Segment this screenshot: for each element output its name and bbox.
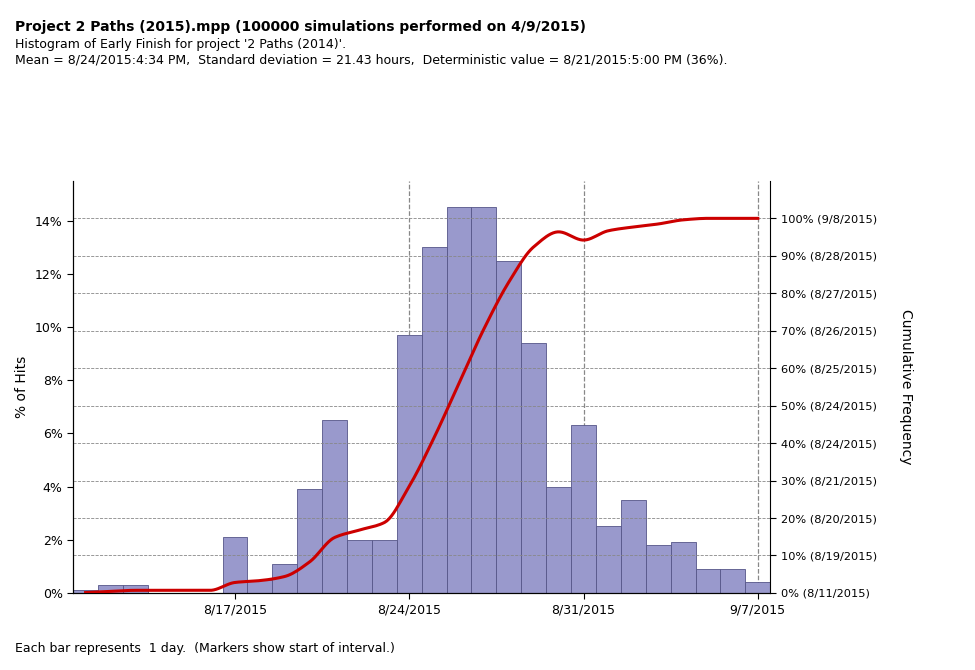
- Bar: [546, 486, 571, 593]
- Text: Each bar represents  1 day.  (Markers show start of interval.): Each bar represents 1 day. (Markers show…: [15, 643, 395, 655]
- Y-axis label: % of Hits: % of Hits: [16, 356, 29, 418]
- Text: Histogram of Early Finish for project '2 Paths (2014)'.: Histogram of Early Finish for project '2…: [15, 38, 346, 50]
- Bar: [421, 247, 447, 593]
- Bar: [695, 569, 721, 593]
- Bar: [645, 545, 671, 593]
- Y-axis label: Cumulative Frequency: Cumulative Frequency: [899, 309, 913, 465]
- Bar: [522, 343, 546, 593]
- Text: Project 2 Paths (2015).mpp (100000 simulations performed on 4/9/2015): Project 2 Paths (2015).mpp (100000 simul…: [15, 20, 586, 34]
- Bar: [571, 425, 596, 593]
- Bar: [248, 580, 272, 593]
- Bar: [272, 563, 297, 593]
- Bar: [397, 335, 421, 593]
- Bar: [73, 590, 98, 593]
- Bar: [347, 540, 371, 593]
- Bar: [123, 585, 148, 593]
- Bar: [322, 420, 347, 593]
- Bar: [222, 537, 248, 593]
- Bar: [447, 208, 472, 593]
- Bar: [472, 208, 496, 593]
- Text: Mean = 8/24/2015:4:34 PM,  Standard deviation = 21.43 hours,  Deterministic valu: Mean = 8/24/2015:4:34 PM, Standard devia…: [15, 54, 727, 66]
- Bar: [98, 585, 123, 593]
- Bar: [371, 540, 397, 593]
- Bar: [745, 582, 770, 593]
- Bar: [621, 500, 645, 593]
- Bar: [596, 527, 621, 593]
- Bar: [496, 261, 522, 593]
- Bar: [671, 543, 695, 593]
- Bar: [297, 489, 322, 593]
- Bar: [721, 569, 745, 593]
